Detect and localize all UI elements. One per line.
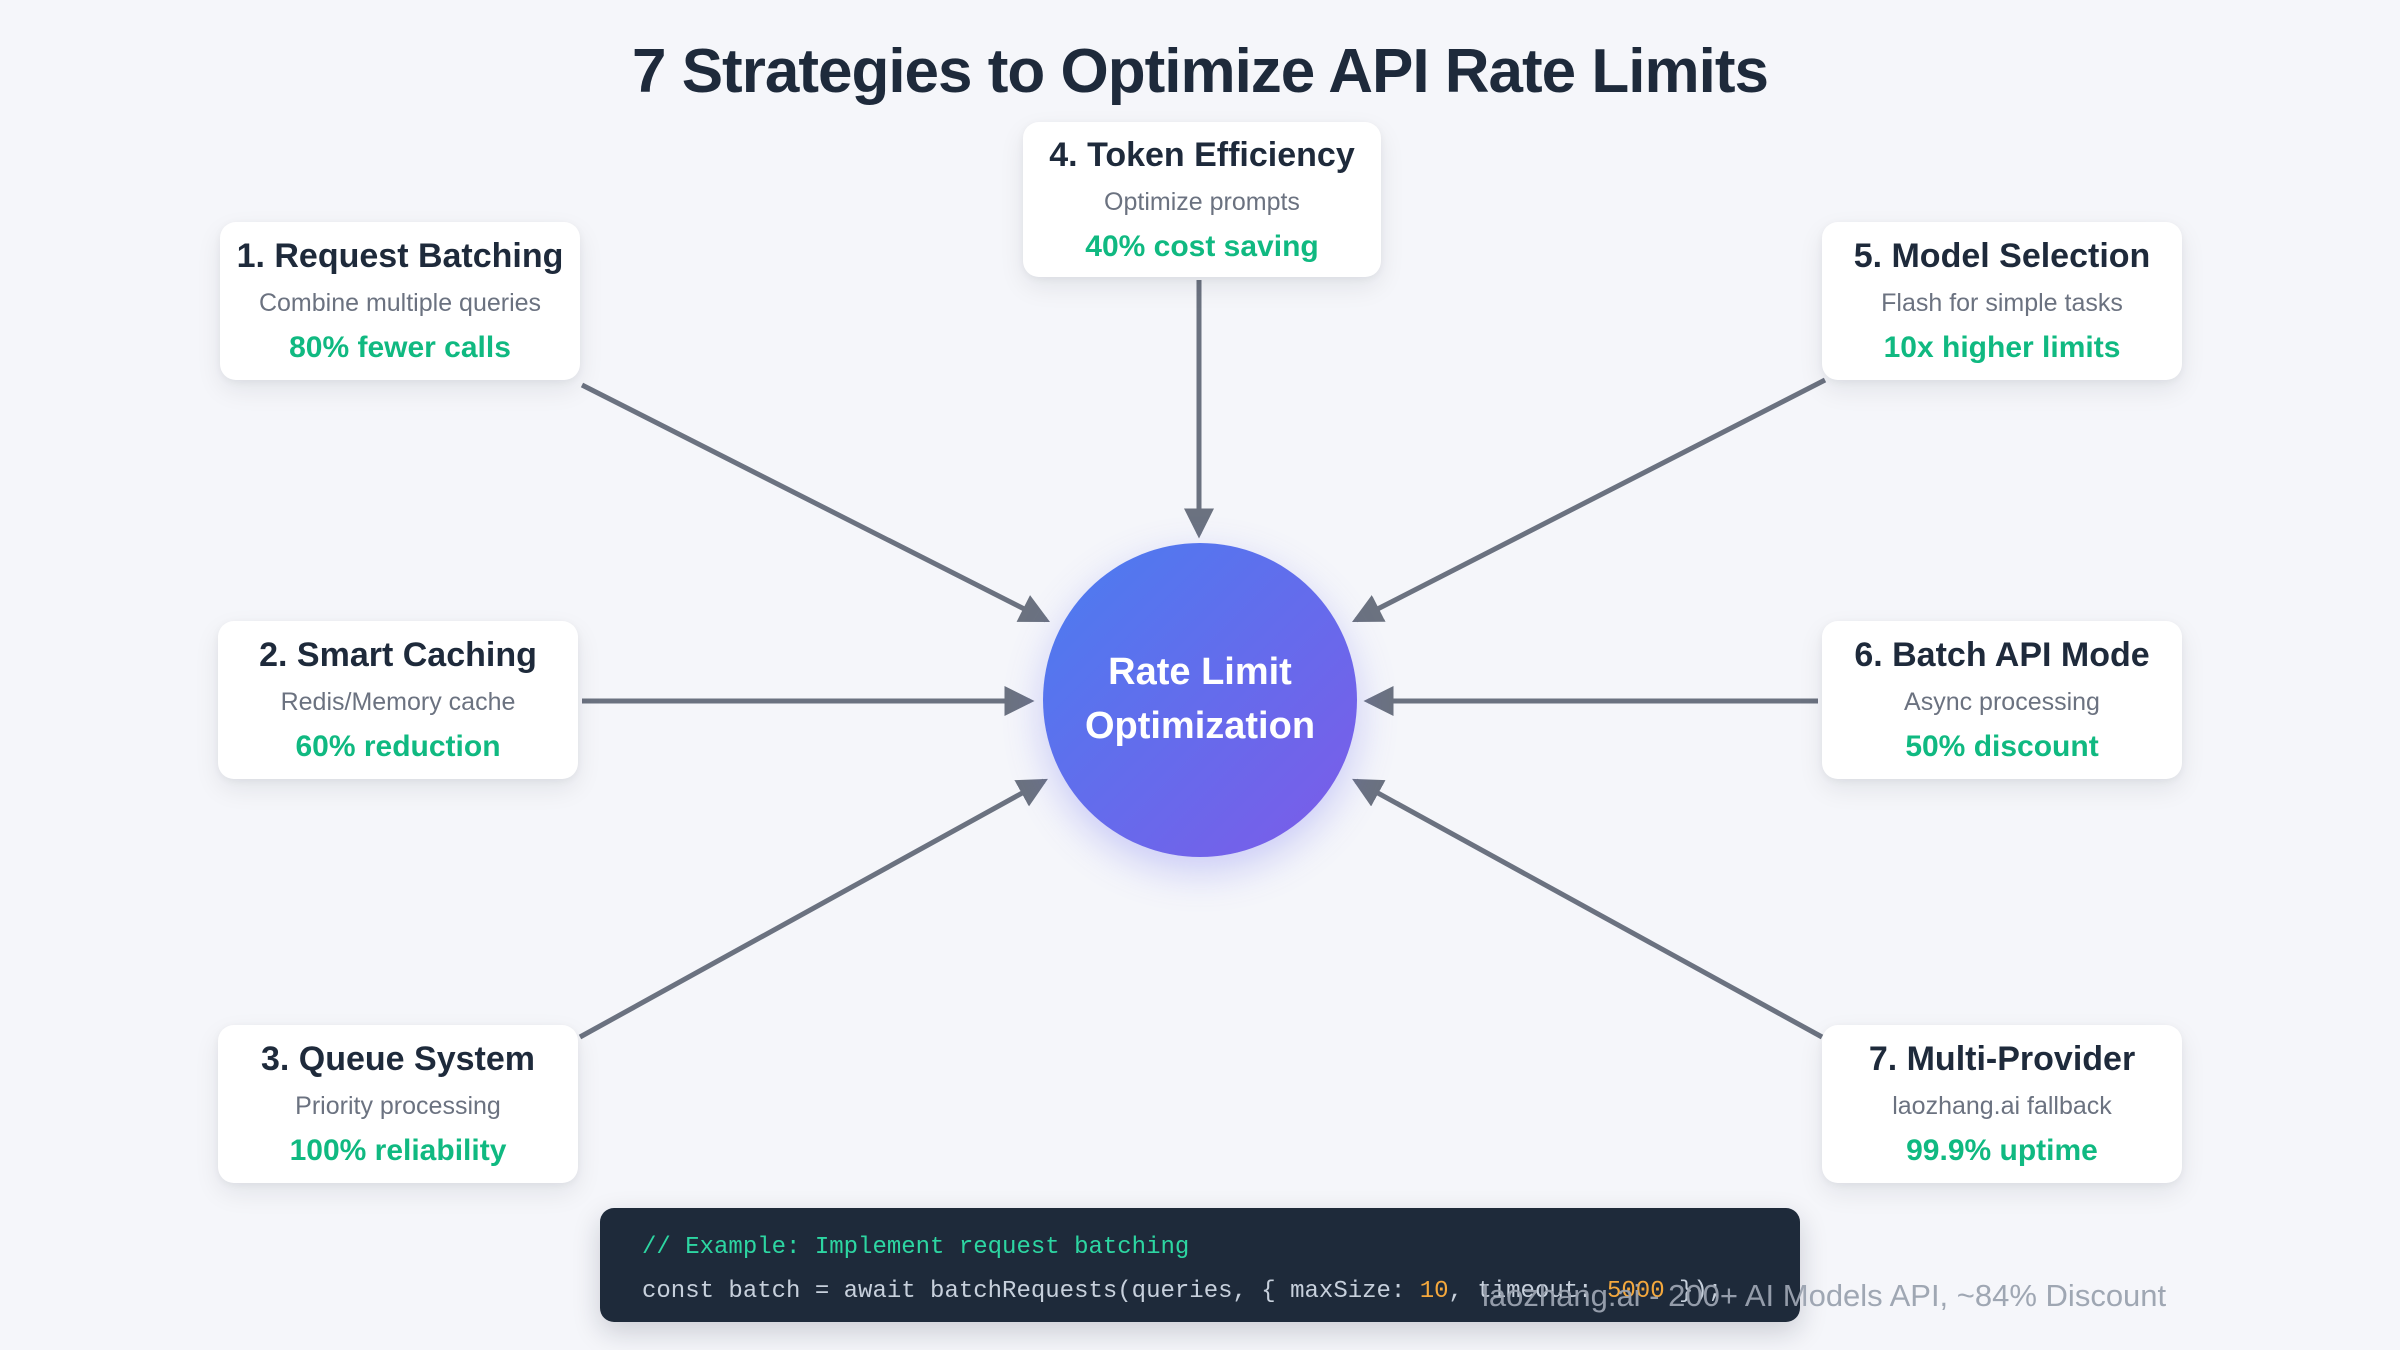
card-title: 4. Token Efficiency (1049, 135, 1355, 174)
code-part3: }); (1664, 1278, 1723, 1305)
card-subtitle: Priority processing (295, 1092, 501, 1120)
card-highlight: 40% cost saving (1085, 229, 1319, 263)
card-request-batching: 1. Request Batching Combine multiple que… (220, 222, 580, 380)
watermark-text: laozhang.ai - 200+ AI Models API, ~84% D… (1482, 1278, 2167, 1313)
card-highlight: 99.9% uptime (1906, 1134, 2098, 1167)
code-part2: , timeout: (1448, 1278, 1607, 1305)
code-example-block: // Example: Implement request batching c… (600, 1208, 1800, 1322)
arrow-request-batching (580, 382, 1051, 623)
card-subtitle: Redis/Memory cache (280, 688, 516, 716)
card-subtitle: laozhang.ai fallback (1892, 1092, 2112, 1120)
card-highlight: 80% fewer calls (289, 331, 511, 364)
card-title: 7. Multi-Provider (1868, 1040, 2136, 1078)
card-smart-caching: 2. Smart Caching Redis/Memory cache 60% … (218, 621, 578, 779)
card-subtitle: Optimize prompts (1104, 187, 1300, 216)
card-title: 5. Model Selection (1853, 237, 2151, 275)
code-line: const batch = await batchRequests(querie… (642, 1270, 1800, 1314)
arrow-multi-provider (1352, 778, 1824, 1040)
center-node-rate-limit-optimization: Rate Limit Optimization (1043, 543, 1357, 857)
code-comment-line: // Example: Implement request batching (642, 1234, 1190, 1261)
center-label-line2: Optimization (1084, 705, 1316, 747)
card-highlight: 60% reduction (295, 730, 501, 763)
code-part1: const batch = await batchRequests(querie… (642, 1278, 1420, 1305)
arrow-queue-system (578, 778, 1048, 1040)
card-highlight: 50% discount (1905, 730, 2099, 763)
code-number-timeout: 5000 (1606, 1278, 1665, 1305)
card-token-efficiency: 4. Token Efficiency Optimize prompts 40%… (1023, 122, 1381, 277)
card-subtitle: Flash for simple tasks (1881, 289, 2123, 317)
card-multi-provider: 7. Multi-Provider laozhang.ai fallback 9… (1822, 1025, 2182, 1183)
card-batch-api-mode: 6. Batch API Mode Async processing 50% d… (1822, 621, 2182, 779)
arrow-model-selection (1351, 377, 1827, 623)
card-highlight: 100% reliability (289, 1134, 507, 1167)
card-title: 3. Queue System (260, 1040, 535, 1078)
card-title: 1. Request Batching (236, 237, 564, 275)
code-number-maxsize: 10 (1419, 1278, 1449, 1305)
center-label-line1: Rate Limit (1108, 651, 1292, 694)
card-title: 2. Smart Caching (259, 636, 537, 674)
card-subtitle: Async processing (1904, 688, 2100, 716)
card-title: 6. Batch API Mode (1854, 636, 2150, 674)
card-highlight: 10x higher limits (1883, 331, 2121, 364)
page-title: 7 Strategies to Optimize API Rate Limits (632, 37, 1769, 106)
card-queue-system: 3. Queue System Priority processing 100%… (218, 1025, 578, 1183)
card-subtitle: Combine multiple queries (258, 289, 542, 317)
card-model-selection: 5. Model Selection Flash for simple task… (1822, 222, 2182, 380)
